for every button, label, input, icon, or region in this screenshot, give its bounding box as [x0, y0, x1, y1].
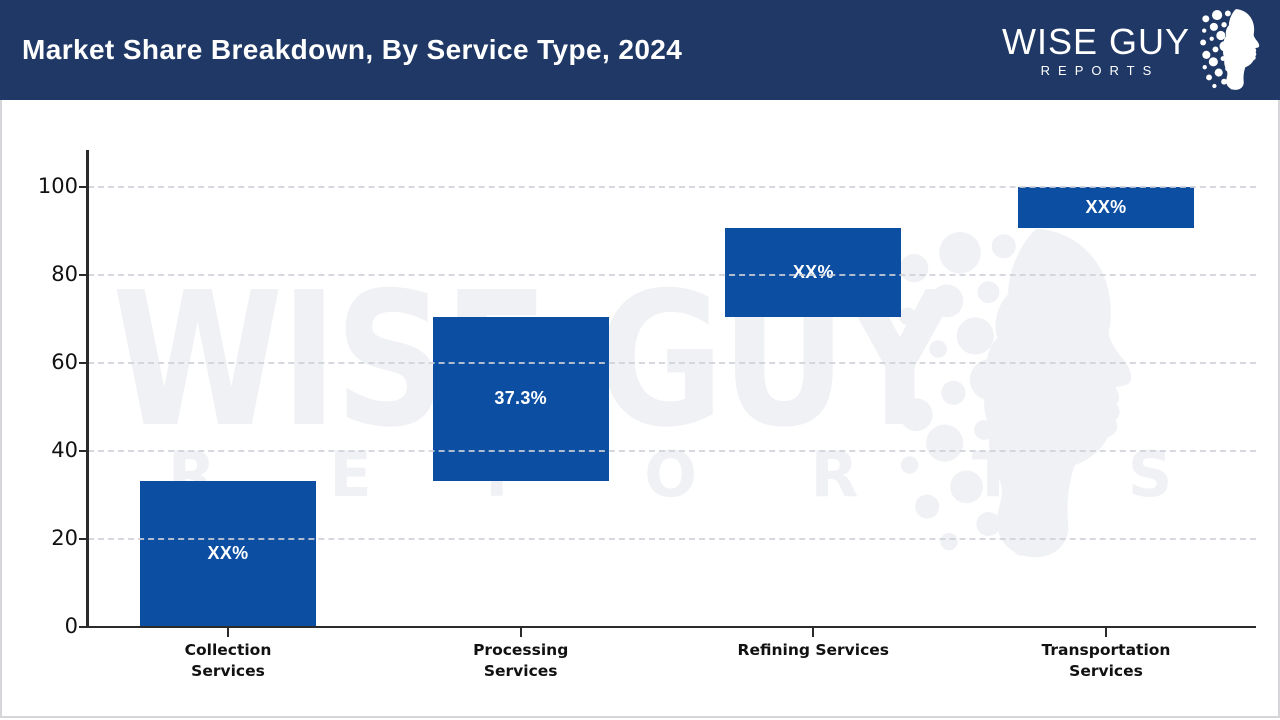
y-tick-label-0: 0 [64, 614, 78, 638]
bar-refining-services: XX% [725, 228, 902, 317]
y-tick-label-80: 80 [51, 262, 78, 286]
gridline-y-20 [88, 538, 1256, 540]
y-tick-label-60: 60 [51, 350, 78, 374]
y-tick-mark-60 [79, 362, 88, 364]
content-border-bottom [0, 716, 1280, 718]
brand-text: WISE GUY REPORTS [1001, 20, 1190, 78]
bar-processing-services: 37.3% [432, 316, 609, 481]
x-category-line: Services [483, 662, 558, 680]
brand-subtitle: REPORTS [1040, 62, 1160, 78]
y-tick-mark-80 [79, 274, 88, 276]
x-category-line: Transportation [1041, 641, 1171, 659]
x-tick-mark-2 [812, 628, 815, 637]
x-category-label: Refining Services [683, 640, 943, 661]
page-title: Market Share Breakdown, By Service Type,… [22, 34, 683, 65]
content-border-left [0, 100, 2, 718]
x-category-label: Transportation Services [976, 640, 1236, 682]
y-tick-mark-20 [79, 538, 88, 540]
bar-collection-services: XX% [140, 480, 316, 627]
gridline-y-100 [88, 186, 1256, 188]
content-border-right [1278, 100, 1280, 718]
y-tick-label-20: 20 [51, 526, 78, 550]
x-category-label: Collection Services [98, 640, 358, 682]
chart-plot-area: XX% 37.3% XX% XX% [88, 150, 1256, 627]
y-tick-label-40: 40 [51, 438, 78, 462]
y-tick-mark-100 [79, 186, 88, 188]
y-tick-mark-0 [79, 626, 88, 628]
bar-value-label: XX% [792, 262, 834, 283]
gridline-y-80 [88, 274, 1256, 276]
brand-name: WISE GUY [1001, 20, 1190, 62]
gridline-y-60 [88, 362, 1256, 364]
x-tick-mark-0 [227, 628, 229, 637]
gridline-y-40 [88, 450, 1256, 452]
x-category-line: Services [191, 662, 265, 680]
x-category-label: Processing Services [391, 640, 651, 682]
wiseguy-head-icon [1200, 9, 1260, 90]
y-tick-label-100: 100 [37, 174, 78, 198]
x-axis-line [86, 625, 1256, 628]
x-category-line: Refining Services [737, 641, 890, 659]
x-category-line: Services [1069, 662, 1143, 680]
x-category-line: Collection [184, 641, 272, 659]
header-bar: Market Share Breakdown, By Service Type,… [0, 0, 1280, 100]
bar-value-label: XX% [1085, 197, 1127, 218]
bar-transportation-services: XX% [1018, 187, 1194, 229]
bar-value-label: 37.3% [494, 388, 547, 409]
y-axis-line [86, 150, 89, 628]
bar-value-label: XX% [207, 543, 249, 564]
y-tick-mark-40 [79, 450, 88, 452]
x-tick-mark-3 [1105, 628, 1107, 637]
brand-logo: WISE GUY REPORTS [1002, 0, 1266, 100]
x-tick-mark-1 [519, 628, 522, 637]
x-category-line: Processing [473, 641, 569, 659]
